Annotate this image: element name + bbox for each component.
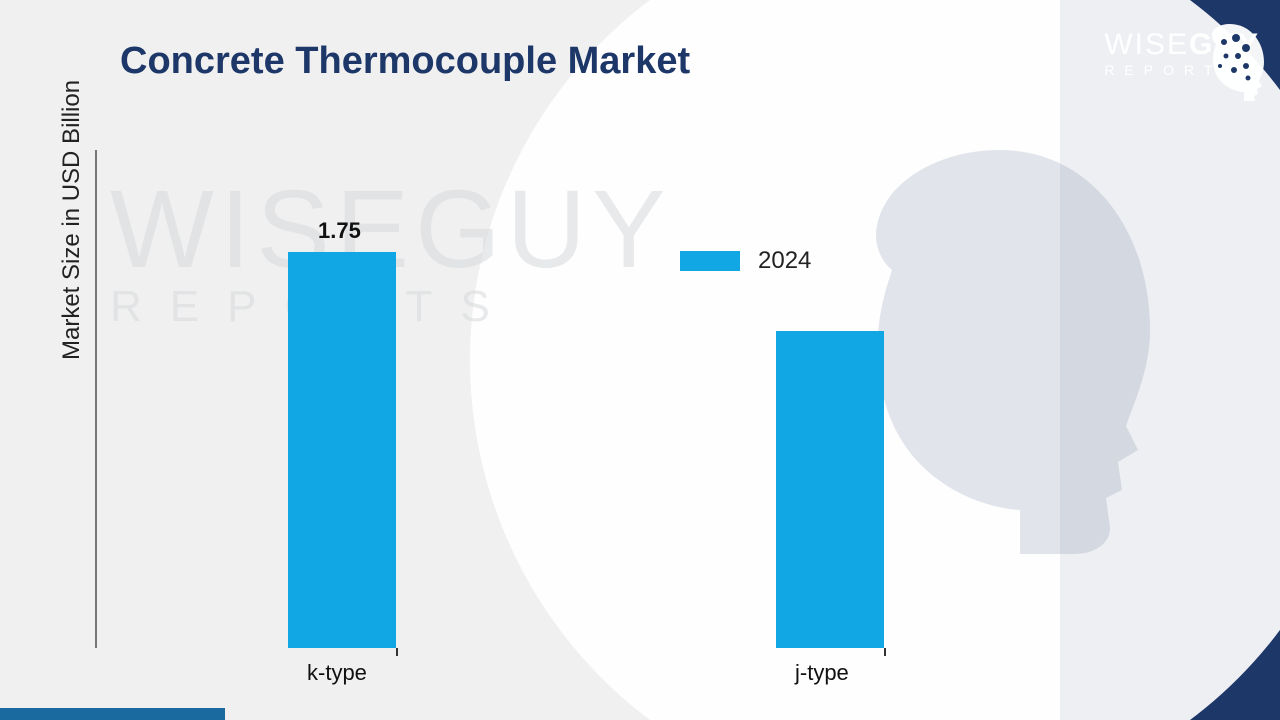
baseline-tick-k-type [396, 648, 398, 656]
legend: 2024 [680, 247, 811, 275]
legend-label: 2024 [758, 247, 811, 275]
x-category-k-type: k-type [307, 660, 367, 686]
legend-swatch [680, 251, 740, 271]
logo-head-icon [1194, 22, 1266, 102]
bar-k-type [288, 252, 396, 648]
x-category-j-type: j-type [795, 660, 849, 686]
logo-word-wise: WISE [1104, 28, 1189, 61]
plot-layer: Concrete Thermocouple Market Market Size… [0, 0, 1280, 720]
baseline-tick-j-type [884, 648, 886, 656]
stage: WISEGUY REPORTS Concrete Thermocouple Ma… [0, 0, 1280, 720]
y-axis-label: Market Size in USD Billion [58, 80, 86, 360]
y-axis-line [95, 150, 97, 648]
footer-accent-bar [0, 708, 225, 720]
bar-j-type [776, 331, 884, 648]
bar-value-k-type: 1.75 [318, 218, 361, 244]
chart-title: Concrete Thermocouple Market [120, 40, 690, 83]
wiseguy-logo: WISEGUY REPORTS [1104, 30, 1260, 78]
